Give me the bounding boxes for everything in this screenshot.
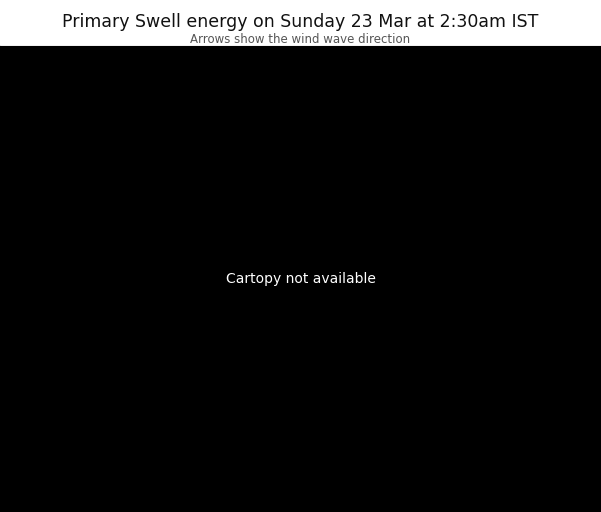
Text: Primary Swell energy on Sunday 23 Mar at 2:30am IST: Primary Swell energy on Sunday 23 Mar at… (63, 13, 538, 31)
Text: Cartopy not available: Cartopy not available (225, 272, 376, 286)
Text: Arrows show the wind wave direction: Arrows show the wind wave direction (191, 33, 410, 46)
